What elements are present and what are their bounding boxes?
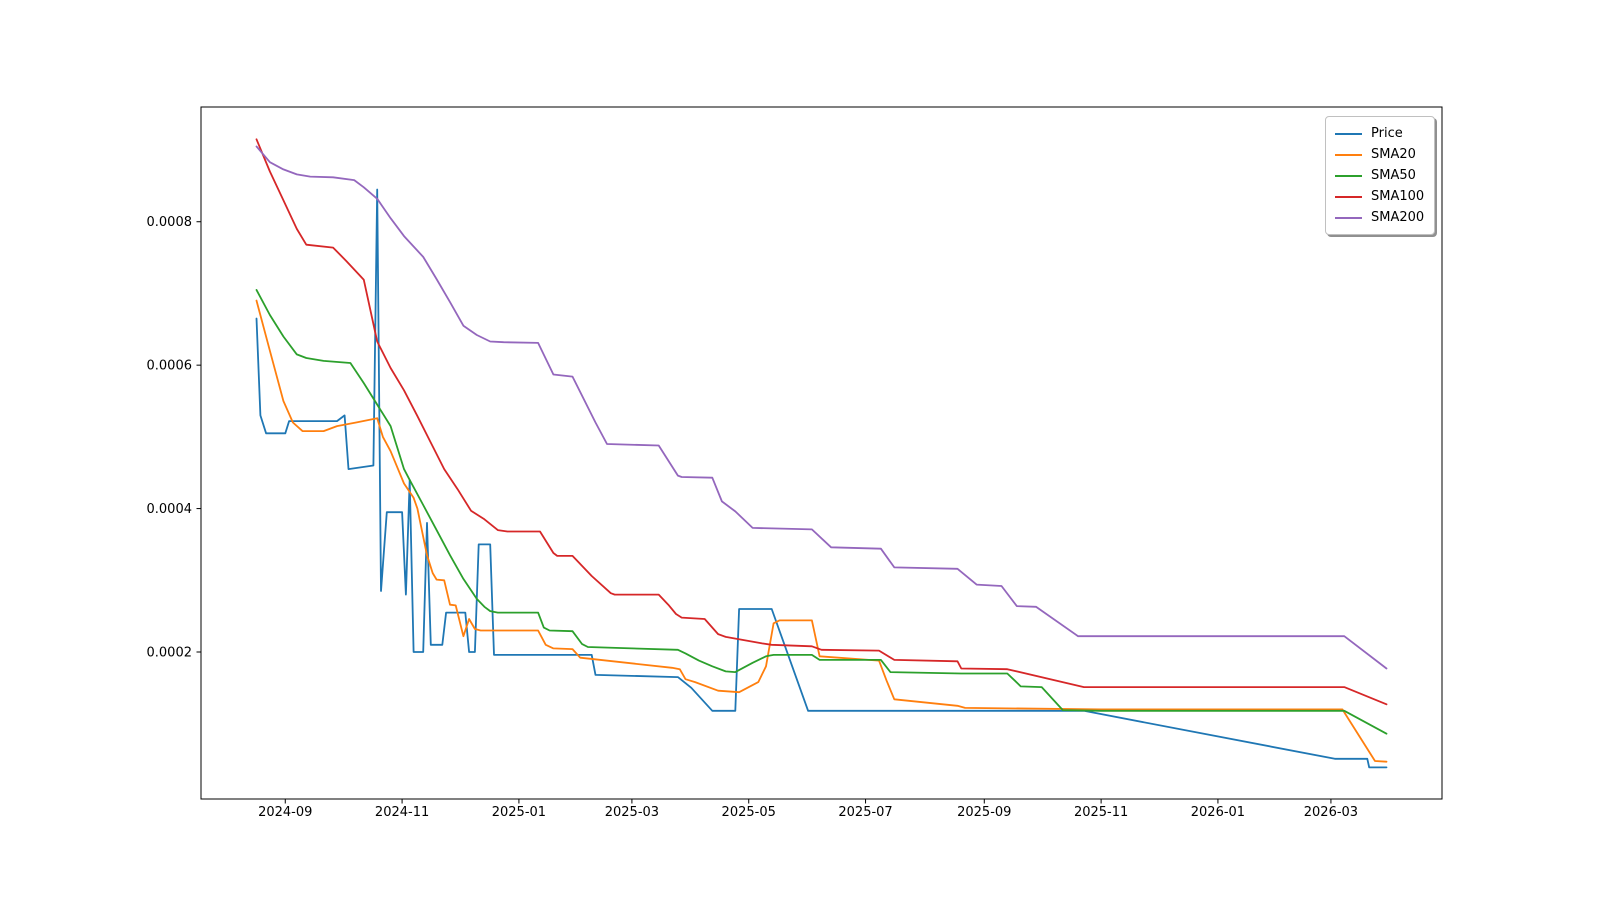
legend-line-sample-sma100 bbox=[1335, 195, 1362, 198]
y-tick-label: 0.0002 bbox=[147, 645, 193, 660]
x-tick-label: 2025-01 bbox=[492, 805, 546, 820]
series-line-sma200 bbox=[255, 145, 1388, 670]
x-tick-label: 2025-11 bbox=[1074, 805, 1128, 820]
legend-line-sample-sma50 bbox=[1335, 174, 1362, 177]
legend: Price SMA20 SMA50 SMA100 SMA200 bbox=[1325, 116, 1436, 235]
series-line-price bbox=[255, 188, 1388, 769]
legend-label-price: Price bbox=[1371, 126, 1403, 141]
x-tick-label: 2026-03 bbox=[1304, 805, 1358, 820]
legend-label-sma20: SMA20 bbox=[1371, 147, 1416, 162]
y-tick-label: 0.0006 bbox=[147, 359, 193, 374]
legend-label-sma200: SMA200 bbox=[1371, 210, 1425, 225]
legend-line-sample-sma200 bbox=[1335, 216, 1362, 219]
legend-entry-sma20: SMA20 bbox=[1335, 144, 1424, 165]
series-line-sma100 bbox=[255, 138, 1388, 706]
x-tick-label: 2025-05 bbox=[722, 805, 776, 820]
x-tick-label: 2025-03 bbox=[605, 805, 659, 820]
axes-frame bbox=[200, 106, 1443, 800]
y-tick-label: 0.0004 bbox=[147, 502, 193, 517]
x-tick-label: 2026-01 bbox=[1191, 805, 1245, 820]
legend-line-sample-price bbox=[1335, 132, 1362, 135]
legend-entry-price: Price bbox=[1335, 123, 1424, 144]
x-tick-label: 2025-09 bbox=[957, 805, 1011, 820]
x-tick-label: 2024-11 bbox=[375, 805, 429, 820]
x-tick-label: 2024-09 bbox=[258, 805, 312, 820]
legend-label-sma100: SMA100 bbox=[1371, 189, 1425, 204]
x-tick-label: 2025-07 bbox=[838, 805, 892, 820]
legend-entry-sma50: SMA50 bbox=[1335, 165, 1424, 186]
legend-line-sample-sma20 bbox=[1335, 153, 1362, 156]
series-line-sma50 bbox=[255, 289, 1388, 735]
legend-entry-sma100: SMA100 bbox=[1335, 186, 1424, 207]
legend-label-sma50: SMA50 bbox=[1371, 168, 1416, 183]
legend-entry-sma200: SMA200 bbox=[1335, 207, 1424, 228]
y-tick-label: 0.0008 bbox=[147, 215, 193, 230]
